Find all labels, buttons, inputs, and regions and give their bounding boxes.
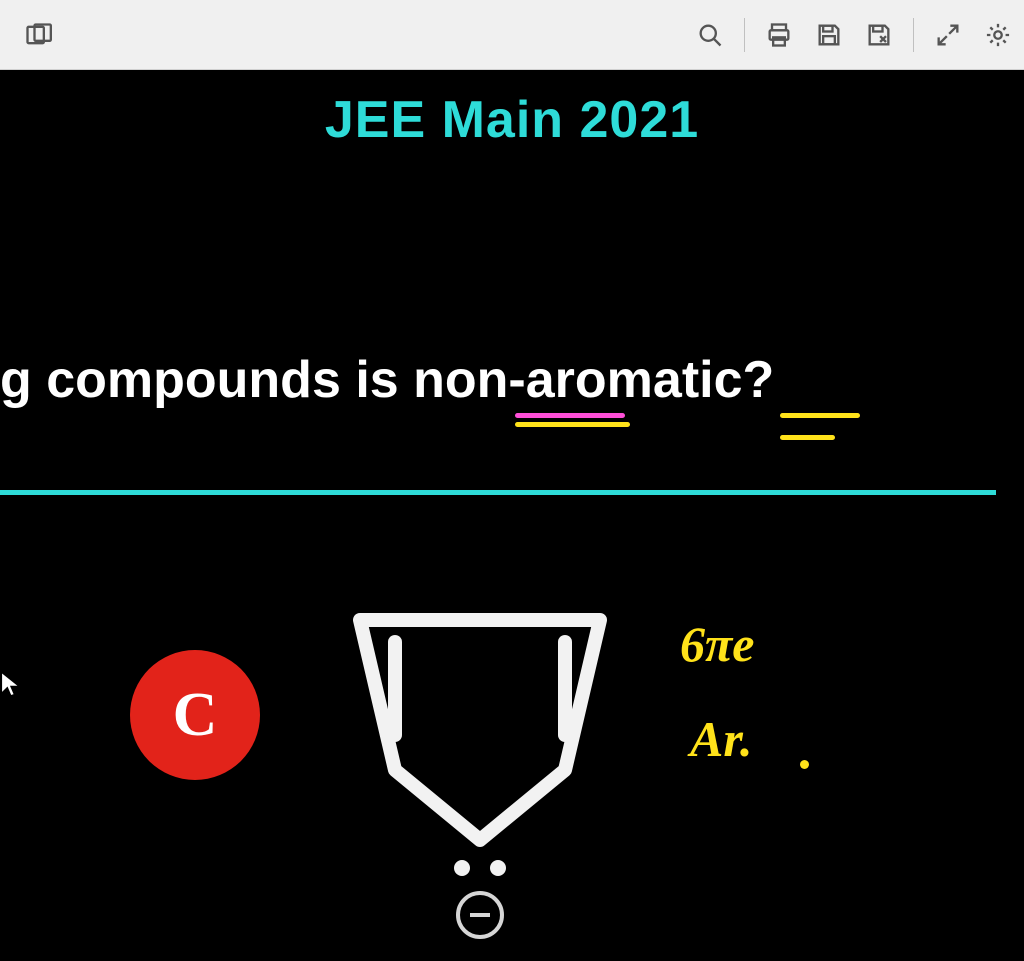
- underline-stroke: [780, 435, 835, 440]
- save-icon[interactable]: [813, 19, 845, 51]
- underline-stroke: [515, 422, 630, 427]
- annotation-dot: [800, 760, 809, 769]
- underline-stroke: [515, 413, 625, 418]
- toolbar: [0, 0, 1024, 70]
- slide-area: JEE Main 2021 g compounds is non-aromati…: [0, 70, 1024, 961]
- option-c-label: C: [173, 680, 218, 751]
- fullscreen-icon[interactable]: [932, 19, 964, 51]
- edit-save-icon[interactable]: [863, 19, 895, 51]
- question-text: g compounds is non-aromatic?: [0, 350, 774, 410]
- molecule-diagram: [330, 580, 630, 945]
- option-c-badge[interactable]: C: [130, 650, 260, 780]
- toolbar-divider: [744, 18, 745, 52]
- mouse-cursor-icon: [0, 670, 26, 698]
- gear-icon[interactable]: [982, 19, 1014, 51]
- print-icon[interactable]: [763, 19, 795, 51]
- slide-title: JEE Main 2021: [0, 90, 1024, 150]
- page-view-icon[interactable]: [22, 19, 54, 51]
- underline-stroke: [780, 413, 860, 418]
- toolbar-right: [694, 18, 1014, 52]
- search-icon[interactable]: [694, 19, 726, 51]
- separator-line: [0, 490, 996, 495]
- toolbar-left: [22, 19, 54, 51]
- annotation-ar: Ar.: [690, 710, 753, 768]
- toolbar-divider: [913, 18, 914, 52]
- annotation-6pie: 6πe: [680, 615, 755, 673]
